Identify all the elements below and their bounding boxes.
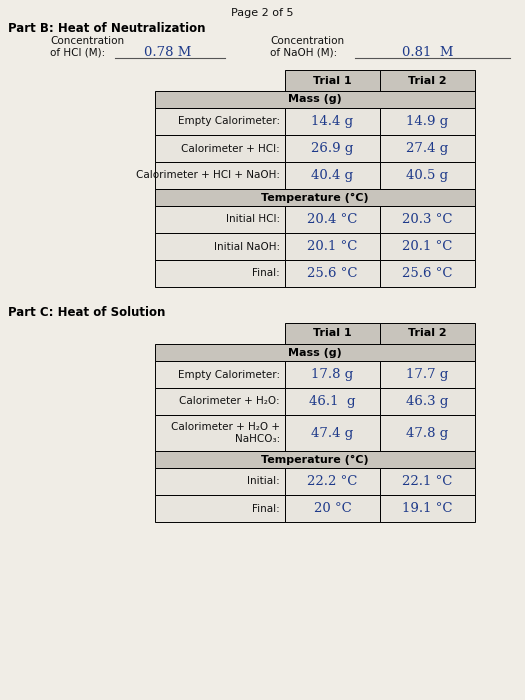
Text: Page 2 of 5: Page 2 of 5 bbox=[231, 8, 293, 18]
Text: Initial HCl:: Initial HCl: bbox=[226, 214, 280, 225]
Text: 14.4 g: 14.4 g bbox=[311, 115, 353, 128]
Text: Part B: Heat of Neutralization: Part B: Heat of Neutralization bbox=[8, 22, 205, 34]
Bar bbox=[380, 323, 475, 344]
Bar bbox=[380, 361, 475, 388]
Bar bbox=[155, 189, 475, 206]
Text: Initial:: Initial: bbox=[247, 477, 280, 486]
Bar bbox=[285, 415, 380, 451]
Bar bbox=[285, 108, 380, 135]
Text: Initial NaOH:: Initial NaOH: bbox=[214, 241, 280, 251]
Bar bbox=[380, 260, 475, 287]
Text: 22.1 °C: 22.1 °C bbox=[402, 475, 453, 488]
Text: 19.1 °C: 19.1 °C bbox=[402, 502, 453, 515]
Bar bbox=[285, 468, 380, 495]
Text: 47.4 g: 47.4 g bbox=[311, 426, 354, 440]
Text: Final:: Final: bbox=[252, 269, 280, 279]
Text: 40.5 g: 40.5 g bbox=[406, 169, 448, 182]
Text: 26.9 g: 26.9 g bbox=[311, 142, 354, 155]
Bar bbox=[380, 233, 475, 260]
Text: 20 °C: 20 °C bbox=[313, 502, 351, 515]
Text: 46.3 g: 46.3 g bbox=[406, 395, 449, 408]
Text: 20.1 °C: 20.1 °C bbox=[402, 240, 453, 253]
Bar bbox=[380, 70, 475, 91]
Bar bbox=[380, 415, 475, 451]
Text: Final:: Final: bbox=[252, 503, 280, 514]
Text: 20.4 °C: 20.4 °C bbox=[307, 213, 358, 226]
Text: Calorimeter + H₂O +
NaHCO₃:: Calorimeter + H₂O + NaHCO₃: bbox=[171, 422, 280, 444]
Text: Empty Calorimeter:: Empty Calorimeter: bbox=[178, 116, 280, 127]
Text: Trial 1: Trial 1 bbox=[313, 76, 352, 85]
Text: Calorimeter + HCl:: Calorimeter + HCl: bbox=[181, 144, 280, 153]
Bar bbox=[155, 91, 475, 108]
Bar bbox=[285, 495, 380, 522]
Text: 0.78 M: 0.78 M bbox=[144, 46, 192, 59]
Bar bbox=[380, 206, 475, 233]
Text: 20.3 °C: 20.3 °C bbox=[402, 213, 453, 226]
Text: 47.8 g: 47.8 g bbox=[406, 426, 449, 440]
Text: 25.6 °C: 25.6 °C bbox=[402, 267, 453, 280]
Text: Temperature (°C): Temperature (°C) bbox=[261, 193, 369, 202]
Text: 22.2 °C: 22.2 °C bbox=[307, 475, 358, 488]
Bar bbox=[155, 495, 285, 522]
Text: Part C: Heat of Solution: Part C: Heat of Solution bbox=[8, 305, 165, 318]
Bar bbox=[380, 388, 475, 415]
Text: 25.6 °C: 25.6 °C bbox=[307, 267, 358, 280]
Bar bbox=[285, 260, 380, 287]
Text: Trial 1: Trial 1 bbox=[313, 328, 352, 339]
Text: Mass (g): Mass (g) bbox=[288, 94, 342, 104]
Bar bbox=[155, 388, 285, 415]
Text: 0.81  M: 0.81 M bbox=[402, 46, 454, 59]
Bar bbox=[380, 495, 475, 522]
Bar bbox=[285, 361, 380, 388]
Text: 20.1 °C: 20.1 °C bbox=[307, 240, 358, 253]
Text: Calorimeter + HCl + NaOH:: Calorimeter + HCl + NaOH: bbox=[136, 171, 280, 181]
Bar bbox=[285, 135, 380, 162]
Bar bbox=[155, 361, 285, 388]
Text: 14.9 g: 14.9 g bbox=[406, 115, 449, 128]
Text: Temperature (°C): Temperature (°C) bbox=[261, 454, 369, 465]
Bar bbox=[285, 323, 380, 344]
Bar bbox=[155, 108, 285, 135]
Text: Concentration
of NaOH (M):: Concentration of NaOH (M): bbox=[270, 36, 344, 58]
Bar bbox=[380, 108, 475, 135]
Text: 40.4 g: 40.4 g bbox=[311, 169, 353, 182]
Text: Trial 2: Trial 2 bbox=[408, 76, 447, 85]
Text: Empty Calorimeter:: Empty Calorimeter: bbox=[178, 370, 280, 379]
Text: Trial 2: Trial 2 bbox=[408, 328, 447, 339]
Bar bbox=[155, 451, 475, 468]
Text: 27.4 g: 27.4 g bbox=[406, 142, 449, 155]
Bar bbox=[155, 233, 285, 260]
Bar bbox=[155, 260, 285, 287]
Text: Calorimeter + H₂O:: Calorimeter + H₂O: bbox=[180, 396, 280, 407]
Bar bbox=[155, 468, 285, 495]
Bar bbox=[380, 468, 475, 495]
Bar bbox=[155, 135, 285, 162]
Text: 17.7 g: 17.7 g bbox=[406, 368, 449, 381]
Bar bbox=[380, 162, 475, 189]
Text: Concentration
of HCl (M):: Concentration of HCl (M): bbox=[50, 36, 124, 58]
Bar bbox=[155, 344, 475, 361]
Bar bbox=[285, 70, 380, 91]
Bar bbox=[155, 162, 285, 189]
Bar bbox=[285, 388, 380, 415]
Text: 17.8 g: 17.8 g bbox=[311, 368, 354, 381]
Text: Mass (g): Mass (g) bbox=[288, 347, 342, 358]
Bar bbox=[285, 162, 380, 189]
Bar bbox=[380, 135, 475, 162]
Text: 46.1  g: 46.1 g bbox=[309, 395, 356, 408]
Bar bbox=[155, 206, 285, 233]
Bar bbox=[155, 415, 285, 451]
Bar bbox=[285, 233, 380, 260]
Bar bbox=[285, 206, 380, 233]
